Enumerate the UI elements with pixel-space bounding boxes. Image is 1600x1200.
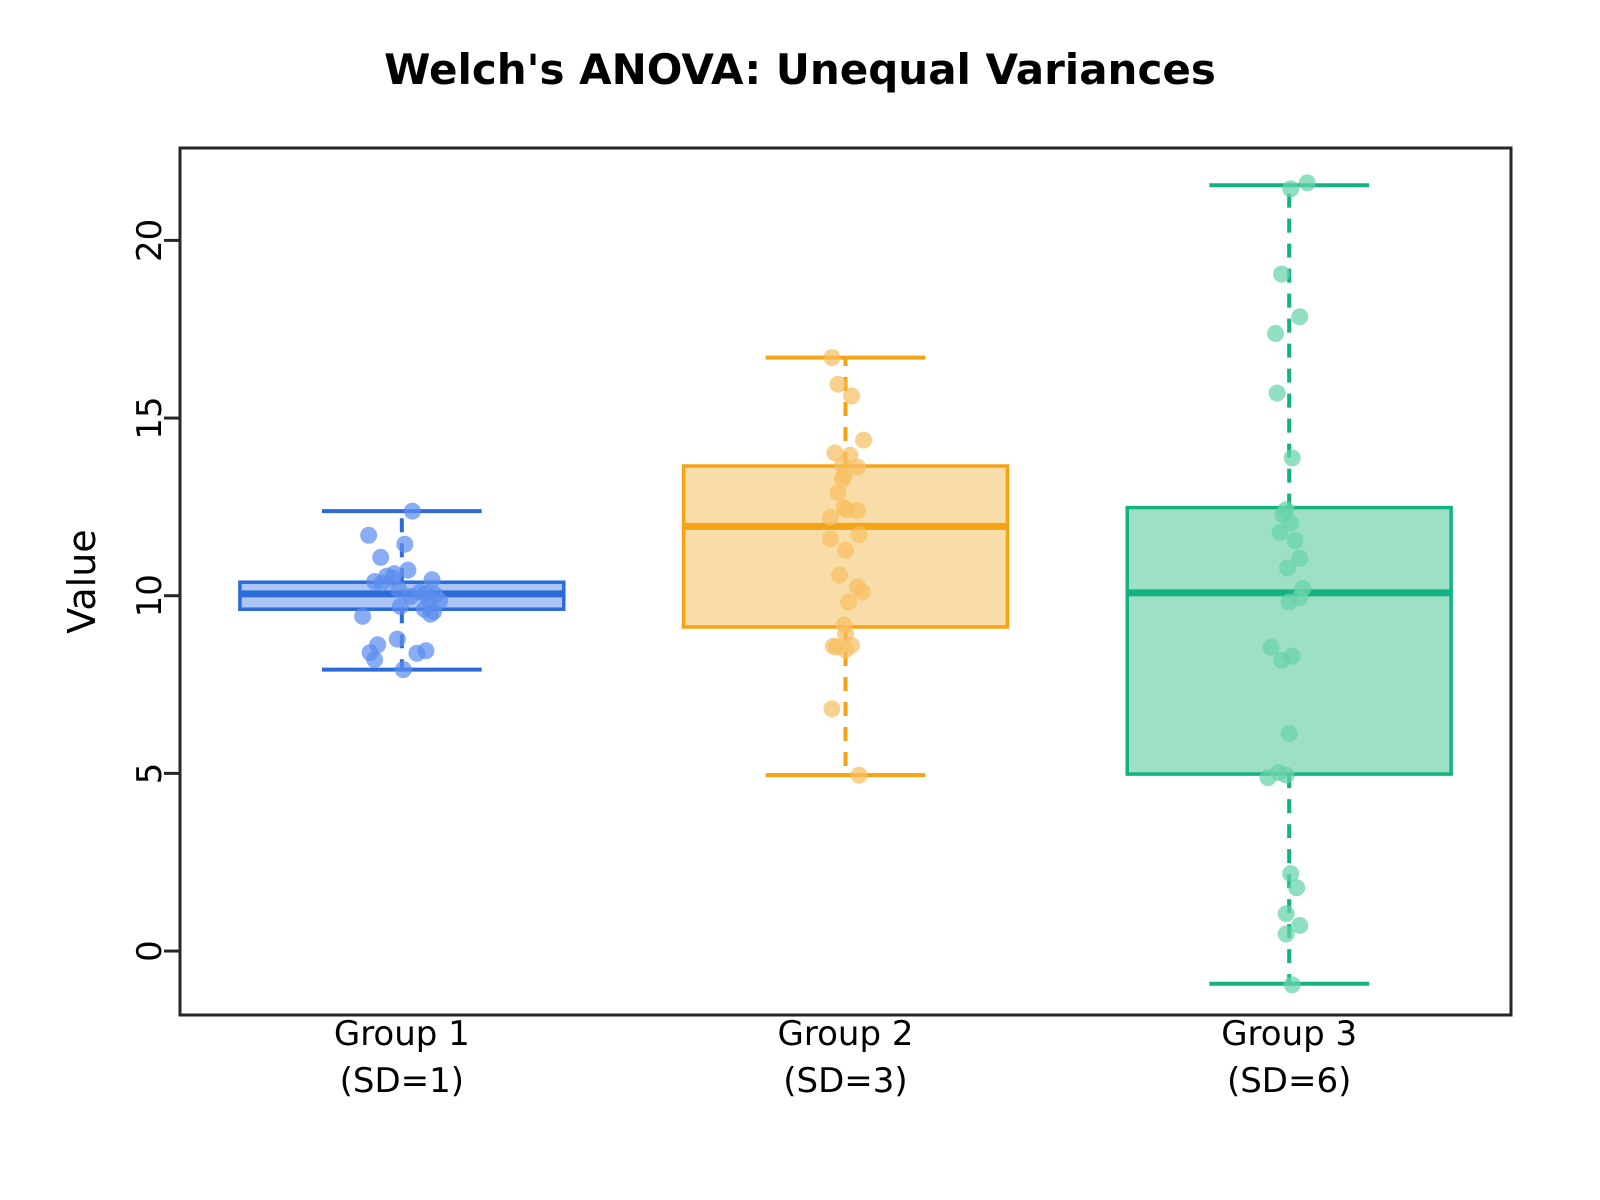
data-point [1282, 180, 1300, 198]
data-point [1271, 523, 1289, 541]
data-point [388, 630, 406, 648]
axis-layer: 0 5 10 15 20 Value [60, 146, 1513, 1017]
data-point [1286, 532, 1304, 550]
data-point [354, 607, 372, 625]
data-point [1280, 593, 1298, 611]
data-point [1277, 905, 1295, 923]
boxplot-group[interactable] [238, 502, 566, 679]
data-point [423, 571, 441, 589]
axis-labels-layer: Group 1 (SD=1) Group 2 (SD=3) Group 3 (SD=6) [334, 1014, 1357, 1101]
data-point [837, 641, 854, 659]
y-tick-label: 10 [130, 574, 170, 617]
boxplot-group[interactable] [681, 349, 1010, 784]
data-point [391, 597, 409, 615]
page-title: Welch's ANOVA: Unequal Variances [384, 45, 1216, 94]
data-point [849, 458, 867, 476]
x-tick-label: (SD=3) [783, 1061, 907, 1101]
data-point [1283, 449, 1301, 467]
data-point [1267, 324, 1285, 342]
data-point [399, 561, 417, 579]
data-point [1288, 879, 1306, 897]
data-point [417, 642, 435, 660]
data-point [850, 526, 868, 544]
data-point [1291, 916, 1309, 934]
data-point [1283, 976, 1301, 994]
data-point [394, 661, 412, 679]
data-point [1277, 925, 1295, 943]
y-tick-label: 0 [130, 940, 170, 962]
x-tick-label: Group 3 [1221, 1014, 1357, 1054]
data-point [850, 766, 868, 784]
data-point [1291, 308, 1309, 326]
x-tick-label: Group 2 [778, 1014, 914, 1054]
data-point [821, 530, 839, 548]
data-point [366, 651, 384, 669]
x-tick-label: (SD=6) [1227, 1061, 1351, 1101]
plot-frame [178, 146, 1513, 1017]
x-tick-label: (SD=1) [340, 1061, 464, 1101]
data-point [1277, 766, 1295, 784]
y-axis-title: Value [60, 529, 104, 633]
boxplot-group[interactable] [1125, 174, 1453, 994]
data-point [1262, 638, 1280, 656]
data-point [1259, 769, 1277, 787]
y-tick-label: 20 [130, 219, 170, 262]
data-point [855, 431, 873, 449]
data-point [403, 502, 421, 520]
data-point [1298, 174, 1316, 192]
data-point [421, 605, 439, 623]
data-point [837, 541, 854, 559]
data-point [402, 587, 420, 605]
data-point [1282, 865, 1300, 883]
data-point [1268, 384, 1286, 402]
data-point [853, 583, 871, 601]
data-point [373, 574, 391, 592]
data-point [1279, 559, 1297, 577]
data-point [1283, 647, 1301, 665]
data-point [833, 470, 851, 488]
data-point [1280, 725, 1298, 743]
data-point [849, 501, 867, 519]
data-point [1291, 549, 1309, 567]
data-point [830, 566, 848, 584]
data-point [360, 526, 378, 544]
y-tick-label: 5 [130, 763, 170, 785]
data-point [823, 349, 841, 367]
data-point [821, 509, 839, 527]
y-tick-label: 15 [130, 396, 170, 439]
data-point [840, 593, 858, 611]
data-point [843, 387, 861, 405]
data-point [829, 375, 847, 393]
data-point [829, 484, 847, 502]
data-point [823, 700, 841, 718]
x-tick-label: Group 1 [334, 1014, 470, 1054]
boxplot-series-layer [238, 174, 1453, 994]
data-point [372, 548, 390, 566]
data-point [396, 535, 414, 553]
data-point [1273, 265, 1291, 283]
